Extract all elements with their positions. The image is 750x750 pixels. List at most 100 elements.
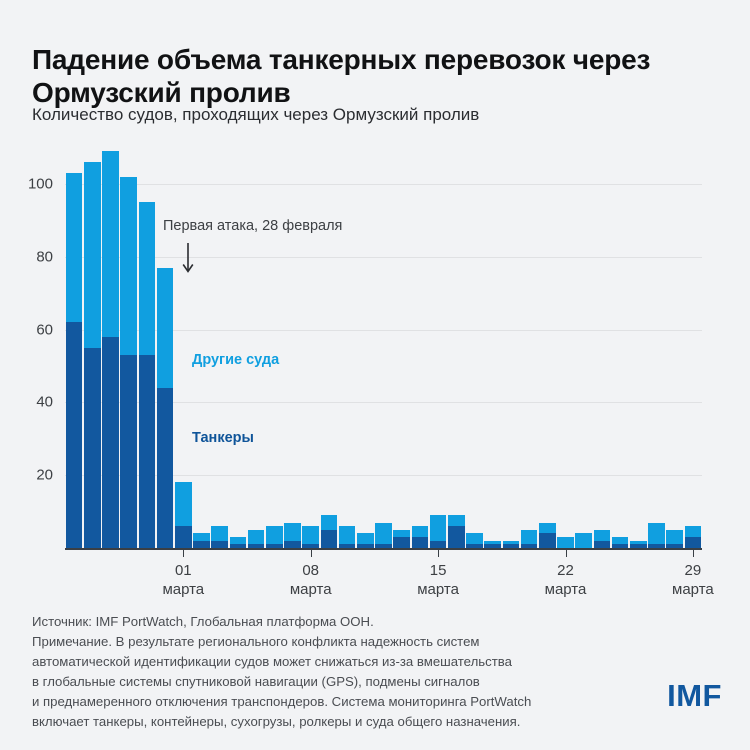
bar-column[interactable] [539,522,556,548]
bar-segment-other-vessels [630,540,647,545]
bar-segment-tankers [302,544,319,548]
x-axis-tick-label: 22 марта [521,562,611,600]
bar-column[interactable] [284,522,301,548]
bar-column[interactable] [138,202,156,548]
bar-segment-tankers [120,355,137,548]
bar-column[interactable] [211,526,228,548]
bar-column[interactable] [357,533,374,548]
bar-segment-other-vessels [484,540,501,545]
bar-column[interactable] [266,526,283,548]
bar-segment-tankers [102,336,119,548]
bar-segment-tankers [84,347,101,548]
bar-segment-other-vessels [211,526,228,541]
bar-segment-other-vessels [575,533,592,548]
x-axis-tick-label: 29 марта [648,562,738,600]
x-axis-tick-mark [438,550,440,557]
bar-segment-tankers [502,544,520,548]
bar-column[interactable] [648,522,665,548]
bar-column[interactable] [102,151,119,548]
bar-segment-other-vessels [611,537,629,545]
footer-source: Источник: IMF PortWatch, Глобальная плат… [32,614,374,629]
footer-note-line-5: включает танкеры, контейнеры, сухогрузы,… [32,714,521,730]
bar-segment-other-vessels [156,267,174,388]
imf-logo: IMF [667,678,722,713]
x-axis-tick-month: марта [544,580,587,598]
bar-column[interactable] [120,176,137,548]
bar-column[interactable] [466,533,483,548]
bar-column[interactable] [429,515,447,548]
bar-column[interactable] [630,540,647,548]
bar-column[interactable] [575,533,592,548]
bar-column[interactable] [611,537,629,548]
bar-segment-other-vessels [138,202,156,356]
bar-segment-other-vessels [557,537,574,548]
bar-segment-other-vessels [520,529,538,545]
bar-segment-tankers [520,544,538,548]
x-axis-tick-label: 08 марта [266,562,356,600]
bar-segment-tankers [666,544,683,548]
bar-column[interactable] [84,162,101,548]
gridline [65,402,702,404]
bar-segment-tankers [539,533,556,548]
x-axis-tick-month: марта [162,580,205,598]
bar-segment-tankers [466,544,483,548]
bar-segment-tankers [266,544,283,548]
bar-segment-other-vessels [65,173,83,323]
bar-column[interactable] [65,173,83,548]
bar-segment-other-vessels [466,533,483,545]
bar-column[interactable] [393,529,410,548]
bar-column[interactable] [448,515,465,548]
x-axis-tick-mark [565,550,567,557]
bar-column[interactable] [302,526,319,548]
bar-segment-other-vessels [539,522,556,534]
bar-segment-other-vessels [175,482,192,527]
bar-column[interactable] [156,267,174,548]
bar-segment-other-vessels [84,162,101,348]
x-axis-tick-month: марта [289,580,332,598]
bar-column[interactable] [502,540,520,548]
series-label-other-vessels: Другие суда [192,352,280,368]
bar-column[interactable] [338,526,356,548]
bar-segment-other-vessels [648,522,665,545]
x-axis-tick-mark [183,550,185,557]
bar-segment-tankers [648,544,665,548]
bar-column[interactable] [229,537,247,548]
x-axis-tick-day: 15 [429,562,447,579]
y-axis-tick-label: 40 [36,393,53,411]
bar-column[interactable] [193,533,210,548]
x-axis-tick-label: 01 марта [138,562,228,600]
page-subtitle: Количество судов, проходящих через Ормуз… [32,105,480,124]
bar-column[interactable] [175,482,192,548]
bar-column[interactable] [593,529,611,548]
footer-note-line-2: автоматической идентификации судов может… [32,654,512,670]
bar-segment-other-vessels [284,522,301,541]
y-axis-tick-label: 80 [36,248,53,266]
x-axis-tick-month: марта [417,580,459,598]
bar-column[interactable] [520,529,538,548]
bar-segment-tankers [429,540,447,548]
bar-segment-other-vessels [448,515,465,527]
y-axis-tick-label: 60 [36,321,53,339]
bar-column[interactable] [247,529,265,548]
bar-segment-tankers [375,544,392,548]
bar-segment-tankers [611,544,629,548]
bar-segment-tankers [448,526,465,548]
bar-column[interactable] [484,540,501,548]
bar-segment-tankers [338,544,356,548]
gridline [65,475,702,477]
bar-segment-other-vessels [120,176,137,356]
bar-segment-tankers [229,544,247,548]
bar-column[interactable] [375,522,392,548]
footer-notes: Источник: IMF PortWatch, Глобальная плат… [32,612,632,732]
footer-note-line-3: в глобальные системы спутниковой навигац… [32,674,480,690]
bar-segment-tankers [193,540,210,548]
bar-segment-tankers [247,544,265,548]
bar-segment-other-vessels [320,515,338,530]
bar-column[interactable] [557,537,574,548]
bar-column[interactable] [666,529,683,548]
bar-column[interactable] [411,526,429,548]
bar-segment-tankers [138,355,156,548]
bar-segment-tankers [156,387,174,548]
bar-column[interactable] [320,515,338,548]
bar-column[interactable] [684,526,702,548]
